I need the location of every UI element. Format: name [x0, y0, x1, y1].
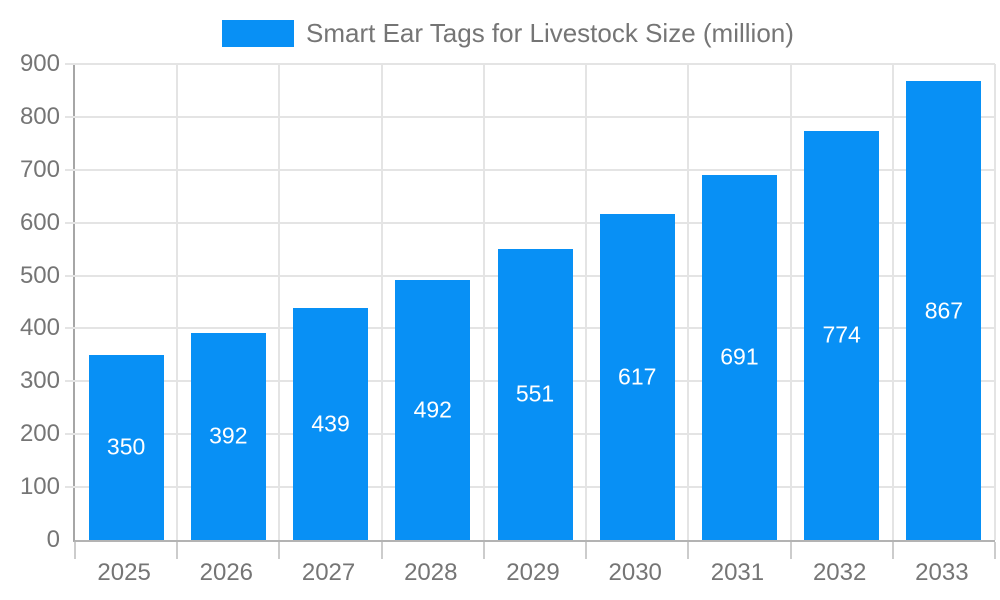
x-axis-tick-label: 2027	[301, 559, 356, 586]
bar	[701, 174, 777, 540]
y-axis-tick-label: 0	[46, 526, 60, 553]
bar-value-label: 392	[209, 422, 248, 449]
legend[interactable]: Smart Ear Tags for Livestock Size (milli…	[222, 18, 794, 49]
x-axis-tick	[380, 542, 383, 559]
v-gridline	[585, 64, 588, 540]
bar	[395, 279, 471, 540]
plot-area: 350 392 439 492 551 617 691 774 867	[65, 63, 996, 559]
x-axis-tick	[278, 542, 281, 559]
bar	[497, 248, 573, 540]
v-gridline	[994, 64, 996, 540]
v-gridline	[891, 64, 894, 540]
v-gridline	[482, 64, 485, 540]
v-gridline	[176, 64, 179, 540]
v-gridline	[380, 64, 383, 540]
y-axis-tick-label: 400	[19, 314, 60, 342]
bar-value-label: 492	[413, 396, 452, 423]
y-axis-tick-label: 900	[19, 50, 60, 77]
bar-value-label: 774	[822, 321, 861, 348]
x-axis-tick	[74, 542, 76, 559]
x-axis-tick	[789, 542, 792, 559]
bar	[906, 81, 982, 540]
x-axis-tick-label: 2029	[506, 559, 560, 586]
x-axis-tick-label: 2028	[404, 559, 458, 586]
bar	[190, 332, 266, 540]
x-axis-tick-label: 2030	[608, 559, 662, 586]
y-axis-tick-label: 200	[19, 420, 60, 448]
x-axis-tick	[585, 542, 588, 559]
v-gridline	[789, 64, 792, 540]
y-axis-tick-label: 100	[19, 473, 60, 501]
h-gridline	[65, 168, 995, 171]
x-axis-tick-label: 2025	[97, 559, 151, 586]
legend-label: Smart Ear Tags for Livestock Size (milli…	[306, 18, 794, 48]
h-gridline	[65, 115, 995, 118]
x-axis-tick	[891, 542, 894, 559]
h-gridline	[65, 63, 995, 65]
bar	[88, 354, 164, 540]
bar-value-label: 551	[515, 380, 555, 407]
x-axis-tick	[482, 542, 485, 559]
x-axis-tick	[994, 542, 996, 559]
x-axis-tick-label: 2031	[710, 559, 765, 586]
bar	[293, 307, 369, 540]
h-gridline	[65, 221, 995, 224]
v-gridline	[687, 64, 690, 540]
y-axis-tick-label: 500	[19, 261, 60, 289]
bar-value-label: 350	[106, 433, 146, 460]
bar-value-label: 439	[311, 410, 350, 437]
x-axis-tick-label: 2026	[199, 559, 254, 586]
bar-value-label: 867	[924, 297, 964, 324]
y-axis-tick-label: 800	[19, 102, 60, 130]
y-axis-tick-label: 300	[19, 367, 60, 395]
y-axis-tick-label: 700	[19, 155, 60, 183]
bar	[599, 213, 675, 540]
legend-swatch	[222, 20, 294, 47]
y-axis-tick-label: 600	[19, 208, 60, 236]
x-axis-tick-label: 2033	[915, 559, 969, 586]
bar-value-label: 691	[720, 343, 759, 370]
bar	[804, 130, 880, 540]
x-axis-tick	[176, 542, 179, 559]
x-axis-tick	[687, 542, 690, 559]
x-axis-tick-label: 2032	[812, 559, 867, 586]
bar-value-label: 617	[618, 363, 657, 390]
v-gridline	[278, 64, 281, 540]
